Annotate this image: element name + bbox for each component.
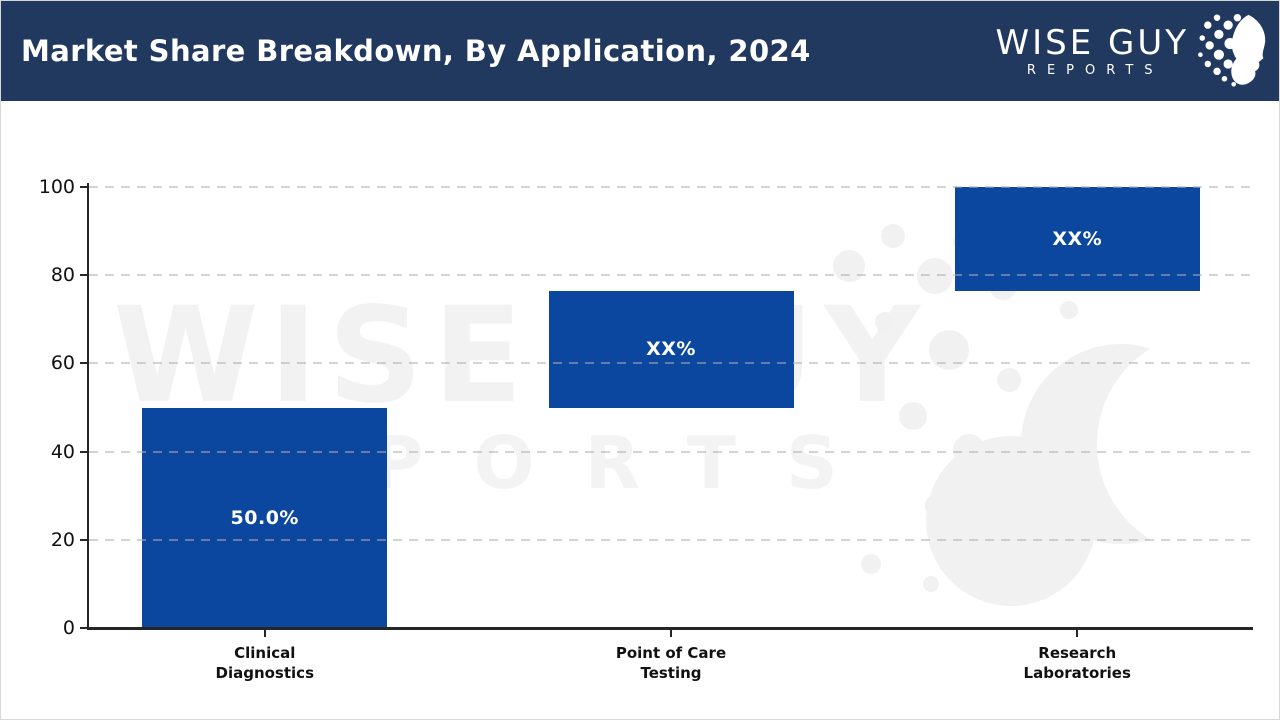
bar: XX% [548, 290, 794, 408]
x-tick-mark [670, 628, 672, 637]
logo-subtitle: REPORTS [1026, 62, 1164, 78]
bar: XX% [954, 187, 1200, 291]
bar-value-label: 50.0% [230, 506, 299, 529]
y-tick-label: 40 [50, 440, 75, 463]
bar: 50.0% [142, 407, 388, 628]
y-tick-label: 100 [38, 176, 75, 198]
y-tick-mark [80, 538, 87, 541]
gridline [89, 274, 1253, 277]
y-tick-mark [80, 186, 87, 188]
x-tick-mark [1076, 628, 1079, 637]
gridline [89, 450, 1253, 453]
plot-area: 0 20 40 60 80 100 50.0% Clinical Diagnostics XX% P… [39, 176, 1253, 682]
wiseguy-head-icon [1198, 14, 1266, 87]
x-axis-category-label: Point of Care Testing [615, 644, 727, 682]
y-tick-mark [80, 627, 87, 629]
logo-wordmark: WISE GUY [995, 22, 1189, 63]
y-axis-line [87, 183, 89, 630]
y-tick-mark [80, 274, 87, 277]
bar-value-label: XX% [646, 338, 696, 361]
header: Market Share Breakdown, By Application, … [1, 1, 1279, 101]
gridline [89, 538, 1253, 541]
y-tick-label: 0 [62, 617, 75, 639]
y-tick-mark [80, 450, 87, 453]
x-tick-mark [263, 628, 266, 637]
watermark-head-icon [833, 224, 1279, 606]
x-axis-category-label: Clinical Diagnostics [215, 644, 315, 682]
wiseguy-logo: WISE GUY REPORTS [995, 9, 1267, 93]
bar-value-label: XX% [1052, 227, 1103, 250]
y-tick-label: 20 [50, 528, 75, 551]
gridline [89, 186, 1253, 188]
y-tick-label: 80 [50, 264, 75, 287]
chart: WISE GUY REPORTS 0 20 40 60 80 100 50.0% Clinic… [1, 101, 1279, 719]
wiseguy-logo-text: WISE GUY REPORTS [995, 25, 1189, 78]
gridline [89, 362, 1253, 365]
x-axis-category-label: Research Laboratories [1023, 644, 1131, 682]
page-title: Market Share Breakdown, By Application, … [21, 34, 811, 68]
y-tick-mark [80, 362, 87, 365]
y-tick-label: 60 [50, 352, 75, 375]
